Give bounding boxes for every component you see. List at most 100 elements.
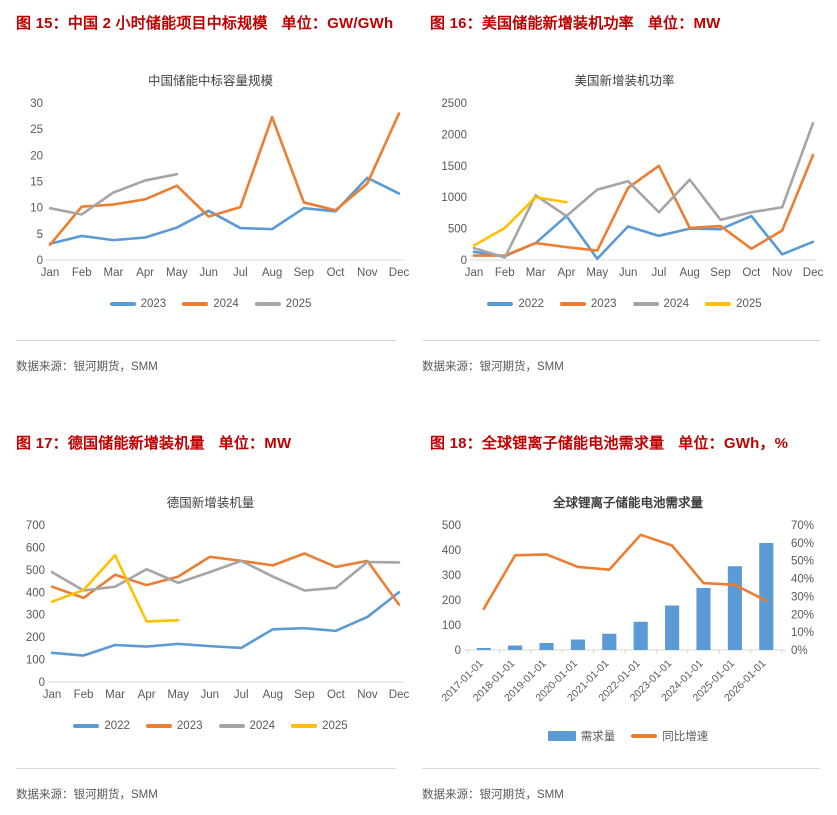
x-tick-label: Feb: [72, 267, 92, 279]
figure-17-source: 数据来源：银河期货，SMM: [16, 789, 158, 801]
legend-item-2022[interactable]: 2022: [73, 720, 130, 732]
bar: [633, 621, 648, 650]
y-tick-label-right: 0%: [791, 645, 808, 657]
legend-swatch-2024: [218, 724, 245, 728]
figure-16-svg: 0 500 1000 1500 2000 2500 Jan Feb Mar Apr May Jun Ju…: [441, 98, 823, 279]
legend-item-2022[interactable]: 2022: [487, 298, 544, 310]
figure-15-chart-title: 中国储能中标容量规模: [147, 74, 273, 88]
x-tick-label: Apr: [136, 267, 154, 279]
figure-18-heading: 图 18：全球锂离子储能电池需求量 单位：GWh，%: [430, 432, 788, 453]
figure-15-legend: 2023 2024 2025: [8, 298, 413, 310]
y-tick-label: 0: [37, 255, 43, 267]
figure-17-unit-text: 单位：MW: [218, 435, 292, 452]
y-tick-label: 400: [26, 587, 45, 599]
bar: [602, 633, 617, 650]
x-tick-label: May: [166, 267, 188, 279]
x-tick-label: May: [586, 267, 608, 279]
legend-label-2023: 2023: [590, 298, 617, 310]
x-tick-label: Nov: [357, 689, 378, 701]
legend-swatch-2024: [632, 302, 659, 306]
legend-item-2024[interactable]: 2024: [182, 298, 239, 310]
y-tick-label: 600: [26, 542, 45, 554]
figure-16-chart-title: 美国新增装机功率: [574, 74, 675, 88]
y-tick-label: 0: [39, 677, 45, 689]
legend-item-2023[interactable]: 2023: [109, 298, 167, 310]
y-tick-label: 2500: [441, 98, 467, 110]
legend-item-demand[interactable]: 需求量: [547, 728, 616, 744]
x-tick-label: Jan: [465, 267, 484, 279]
bar: [696, 588, 711, 650]
figure-17-title-text: 图 17：德国储能新增装机量: [16, 435, 205, 452]
x-tick-label: Aug: [262, 267, 282, 279]
figure-17-panel: 德国新增装机量 0 100 200 300 400 500 600 700 Jan Feb Mar A…: [8, 492, 413, 732]
legend-item-2024[interactable]: 2024: [218, 720, 275, 732]
divider-fig18: [422, 768, 820, 769]
x-tick-label: Aug: [263, 689, 283, 701]
series-line-2025: [50, 553, 180, 623]
y-tick-label: 1000: [441, 192, 467, 204]
y-tick-label-right: 10%: [791, 627, 814, 639]
y-tick-label-right: 20%: [791, 609, 814, 621]
legend-swatch-2025: [291, 724, 318, 728]
x-tick-label: Jan: [43, 689, 62, 701]
x-tick-label: Nov: [772, 267, 793, 279]
legend-item-2025[interactable]: 2025: [705, 298, 762, 310]
legend-label-2024: 2024: [213, 298, 239, 310]
bar: [570, 639, 585, 650]
series-line-2024: [48, 112, 401, 247]
x-tick-label: Mar: [526, 267, 546, 279]
figure-17-chart-title: 德国新增装机量: [166, 496, 255, 510]
figure-16-unit-text: 单位：MW: [647, 15, 721, 32]
figure-15-svg: 0 5 10 15 20 25 30 Jan Feb Mar Apr May Jun Jul Aug Sep O…: [30, 98, 409, 279]
legend-swatch-2023: [109, 302, 136, 306]
figure-17-plot: 0 100 200 300 400 500 600 700 Jan Feb Mar Apr May Jun…: [8, 511, 413, 716]
figure-18-unit-text: 单位：GWh，%: [678, 435, 789, 452]
legend-swatch-2023: [559, 302, 586, 306]
y-tick-label: 700: [26, 520, 45, 532]
legend-item-2023[interactable]: 2023: [559, 298, 617, 310]
legend-label-2024: 2024: [663, 298, 690, 310]
legend-label-demand: 需求量: [580, 731, 616, 743]
figure-16-heading: 图 16：美国储能新增装机功率 单位：MW: [430, 12, 721, 33]
legend-item-2025[interactable]: 2025: [254, 298, 311, 310]
figure-18-panel: 全球锂离子储能电池需求量 0 100 200 300 400 500 0% 10% 20% 30%…: [422, 492, 834, 744]
legend-label-2025: 2025: [322, 720, 348, 732]
legend-item-2024[interactable]: 2024: [632, 298, 690, 310]
series-line-2022: [50, 590, 401, 657]
legend-item-growth[interactable]: 同比增速: [631, 728, 708, 744]
figure-17-svg: 0 100 200 300 400 500 600 700 Jan Feb Mar Apr May Jun…: [26, 520, 410, 701]
x-tick-label: Aug: [679, 267, 699, 279]
legend-label-2022: 2022: [518, 298, 544, 310]
y-tick-label: 5: [37, 229, 43, 241]
bar: [539, 643, 554, 650]
legend-label-growth: 同比增速: [662, 731, 709, 743]
y-tick-label: 1500: [441, 161, 467, 173]
y-tick-label-right: 50%: [791, 556, 814, 568]
x-tick-label: Sep: [294, 267, 314, 279]
legend-item-2025[interactable]: 2025: [291, 720, 348, 732]
y-tick-label: 500: [26, 565, 45, 577]
y-tick-label-right: 60%: [791, 538, 814, 550]
legend-swatch-2025: [254, 302, 281, 306]
divider-fig16: [422, 340, 820, 341]
figure-15-title-text: 图 15：中国 2 小时储能项目中标规模: [16, 15, 268, 32]
divider-fig15: [16, 340, 396, 341]
x-tick-label: Oct: [742, 267, 761, 279]
x-tick-label: Sep: [710, 267, 730, 279]
legend-item-2023[interactable]: 2023: [145, 720, 203, 732]
figure-17-heading: 图 17：德国储能新增装机量 单位：MW: [16, 432, 291, 453]
bar: [665, 605, 680, 650]
figure-18-chart-title: 全球锂离子储能电池需求量: [552, 496, 703, 510]
y-tick-label: 10: [30, 203, 43, 215]
series-line-2025: [472, 195, 568, 247]
x-tick-label: Mar: [104, 267, 124, 279]
y-tick-label: 2000: [441, 129, 467, 141]
figure-15-source: 数据来源：银河期货，SMM: [16, 361, 158, 373]
x-tick-label: Mar: [105, 689, 125, 701]
legend-label-2023: 2023: [140, 298, 167, 310]
figure-17-legend: 2022 2023 2024 2025: [8, 720, 413, 732]
figure-16-plot: 0 500 1000 1500 2000 2500 Jan Feb Mar Apr May Jun Ju…: [422, 89, 827, 294]
y-tick-label: 25: [30, 124, 43, 136]
x-tick-label: Jun: [200, 689, 219, 701]
